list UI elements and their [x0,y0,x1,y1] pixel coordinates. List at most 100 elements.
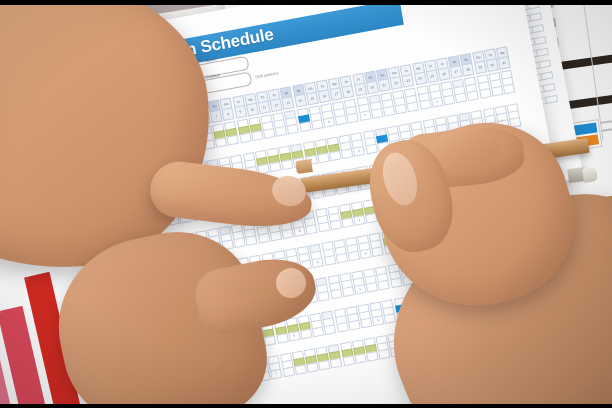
schedule-cell[interactable] [274,125,288,137]
column-header-cell: 19 [353,82,367,97]
schedule-cell[interactable] [305,223,318,235]
schedule-cell[interactable] [341,217,354,229]
schedule-cell[interactable]: 8 [322,116,336,128]
schedule-cell[interactable] [394,103,408,115]
schedule-cell[interactable] [347,250,361,262]
schedule-cell[interactable] [502,83,516,95]
schedule-cell[interactable] [454,92,468,104]
schedule-cell[interactable] [233,237,246,249]
schedule-cell[interactable] [406,101,420,113]
schedule-cell[interactable]: 1 [353,214,366,226]
letterbox-top [0,0,612,5]
column-header-cell: 14 [293,93,307,108]
schedule-cell[interactable] [341,286,355,298]
schedule-cell[interactable] [329,150,342,162]
column-header-cell: 20 [365,80,379,95]
schedule-cell[interactable]: 4 [430,96,444,108]
schedule-cell[interactable] [336,321,349,333]
schedule-cell[interactable] [214,136,228,148]
schedule-cell[interactable] [329,219,342,231]
schedule-cell[interactable] [342,355,355,367]
schedule-cell[interactable] [257,232,270,244]
column-header-cell: 13 [281,96,295,110]
column-header-cell: 23 [401,73,415,88]
schedule-cell[interactable] [323,255,337,266]
schedule-cell[interactable] [366,350,379,362]
schedule-cell[interactable] [276,333,289,344]
column-header-cell: 25 [425,69,439,84]
column-header-cell: 31 [497,56,511,70]
schedule-cell[interactable] [371,246,385,258]
schedule-cell[interactable] [324,324,337,336]
schedule-cell[interactable] [490,85,504,97]
schedule-cell[interactable] [294,364,307,376]
schedule-cell[interactable] [341,148,354,159]
column-header-cell: 10 [245,102,259,117]
schedule-cell[interactable] [365,281,379,293]
schedule-cell[interactable] [330,357,343,369]
schedule-cell[interactable] [360,317,373,329]
legend-label-line [599,116,612,124]
second-sheet-cell [533,35,547,46]
schedule-cell[interactable] [269,161,282,173]
schedule-cell[interactable] [264,335,277,347]
schedule-cell[interactable] [262,128,276,139]
schedule-cell[interactable] [365,143,378,155]
schedule-cell[interactable] [312,326,325,338]
column-header-cell: 28 [461,62,475,77]
schedule-cell[interactable]: 4 [353,145,366,157]
second-sheet-cell [535,47,549,57]
schedule-cell[interactable] [250,130,264,142]
schedule-cell[interactable] [306,362,319,373]
schedule-cell[interactable] [300,328,313,340]
schedule-cell[interactable] [298,121,312,133]
schedule-cell[interactable] [418,99,432,110]
schedule-cell[interactable] [317,152,330,164]
column-header-cell: 8 [221,107,235,121]
schedule-cell[interactable] [354,353,367,364]
schedule-cell[interactable] [442,94,456,106]
schedule-cell[interactable]: 6 [311,257,325,269]
schedule-cell[interactable] [226,134,240,146]
schedule-cell[interactable] [378,348,391,360]
schedule-cell[interactable] [318,359,331,371]
second-sheet-cell [542,83,556,93]
schedule-cell[interactable] [478,88,492,99]
schedule-cell[interactable] [281,159,294,171]
schedule-cell[interactable] [310,119,324,130]
second-sheet-cell [531,24,545,34]
schedule-cell[interactable]: 5 [372,315,385,327]
schedule-cell[interactable] [245,234,258,246]
schedule-cell[interactable]: 6 [293,226,306,237]
schedule-cell[interactable] [286,123,300,135]
schedule-cell[interactable] [382,105,396,117]
schedule-cell[interactable] [282,366,295,378]
schedule-cell[interactable] [317,290,331,302]
schedule-cell[interactable]: 1 [353,284,367,295]
schedule-cell[interactable] [346,112,360,124]
schedule-cell[interactable]: 6 [359,248,373,260]
second-sheet-cell [544,94,559,105]
schedule-cell[interactable] [329,288,343,300]
schedule-cell[interactable]: 5 [288,330,301,342]
schedule-cell[interactable] [348,319,361,331]
schedule-cell[interactable] [377,279,391,291]
column-header-cell: 9 [233,104,247,119]
schedule-cell[interactable] [334,114,348,126]
schedule-cell[interactable]: 7 [270,368,283,380]
schedule-cell[interactable]: 2 [358,110,372,122]
schedule-cell[interactable] [370,108,384,119]
schedule-cell[interactable] [389,277,403,289]
column-header-cell: 22 [389,76,403,90]
schedule-cell[interactable] [466,90,480,102]
schedule-cell[interactable] [317,221,330,233]
legend-label-line [601,124,612,132]
schedule-cell[interactable] [238,132,252,144]
column-header-cell: 21 [377,78,391,93]
letterbox-bottom [0,404,612,408]
column-header-cell: 27 [449,64,463,79]
schedule-cell[interactable] [335,252,349,264]
column-header-cell: 29 [473,60,487,75]
schedule-cell[interactable] [281,228,294,240]
schedule-cell[interactable] [269,230,282,242]
